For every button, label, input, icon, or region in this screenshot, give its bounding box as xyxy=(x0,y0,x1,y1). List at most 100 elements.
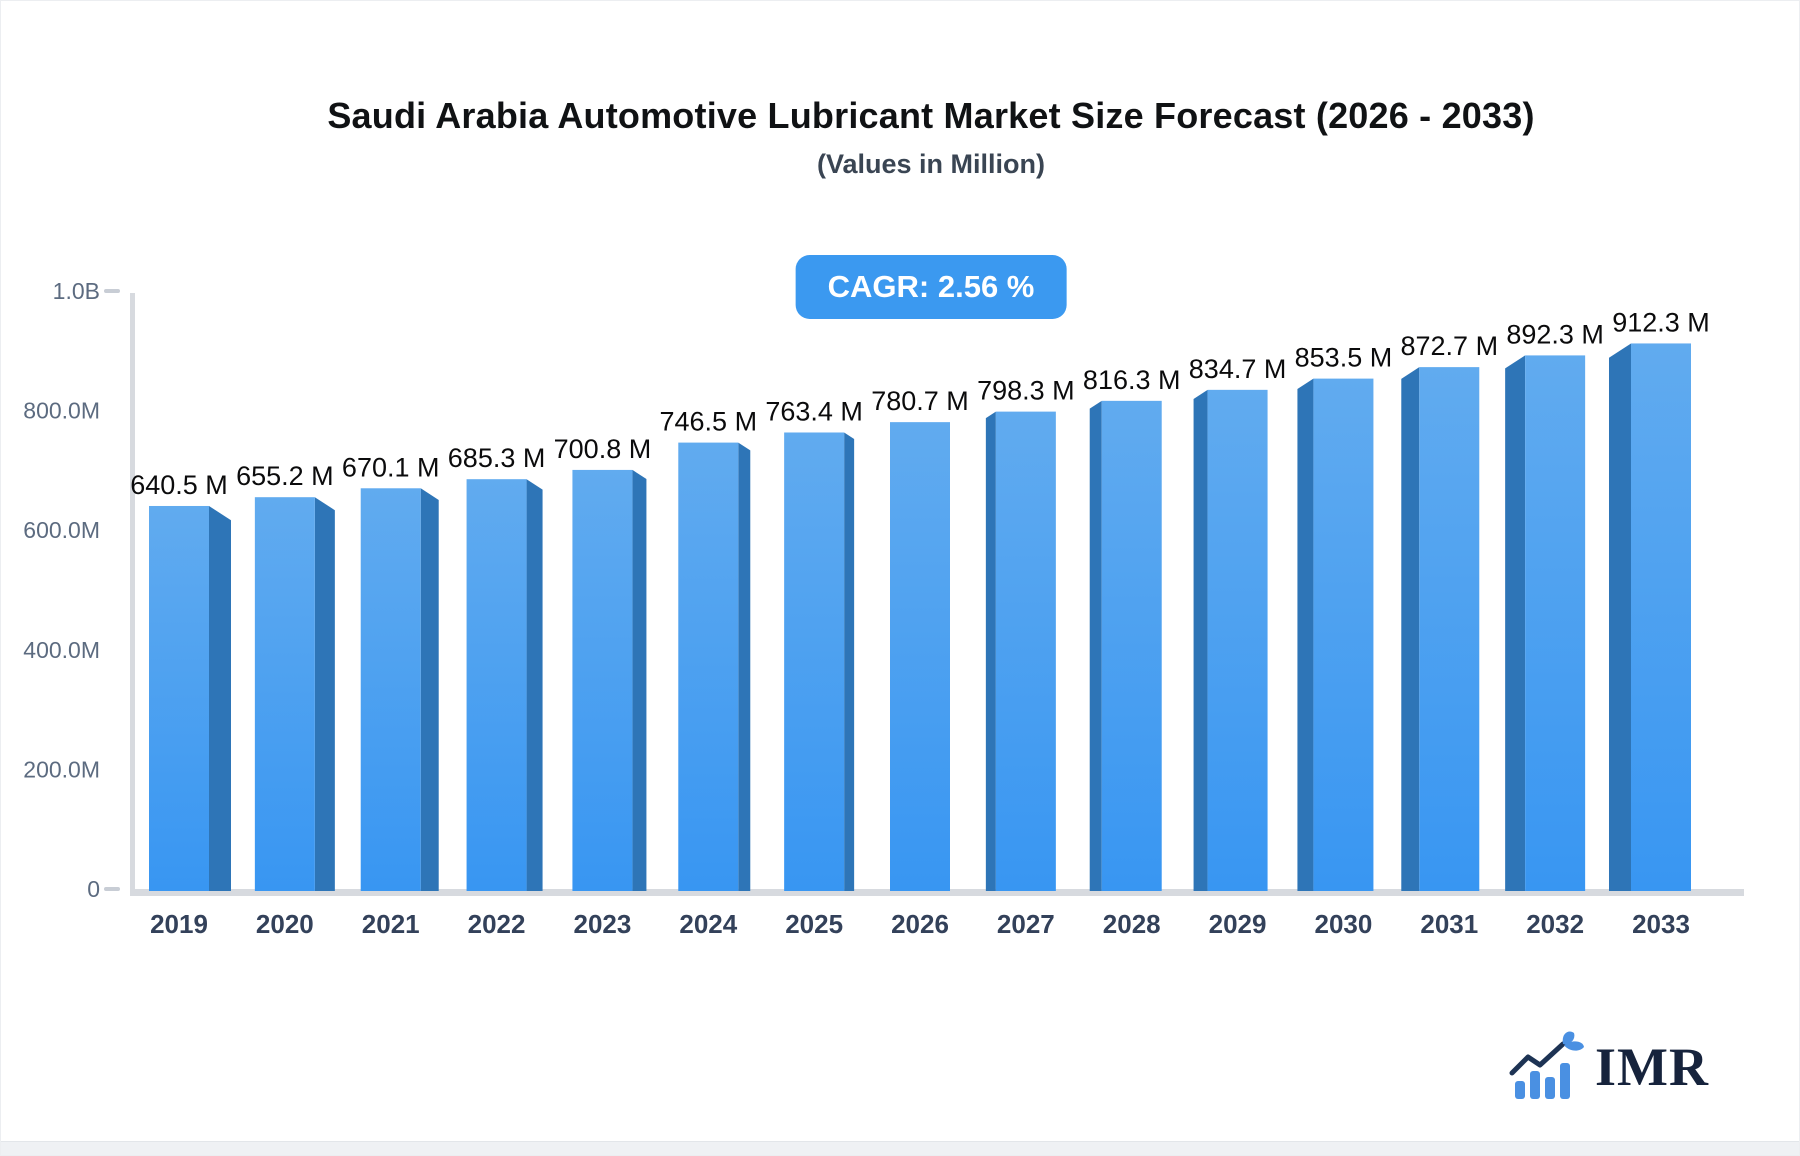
bar-front-face xyxy=(1101,400,1162,891)
bar-front-face xyxy=(1525,355,1586,891)
bar-side-face xyxy=(844,432,855,891)
bar-side-face xyxy=(738,442,751,891)
bar-2022[interactable] xyxy=(466,479,543,891)
value-label-2027: 798.3 M xyxy=(977,376,1075,406)
bar-2026[interactable] xyxy=(889,422,950,891)
value-label-2024: 746.5 M xyxy=(660,407,758,437)
y-tick-dash xyxy=(104,289,120,293)
logo-bars-icon xyxy=(1515,1063,1570,1099)
y-tick-label-1.0B: 1.0B xyxy=(53,278,100,304)
logo-trend-line-icon xyxy=(1509,1041,1566,1076)
x-tick-label-2030: 2030 xyxy=(1315,909,1373,939)
x-tick-label-2025: 2025 xyxy=(785,909,843,939)
x-tick-label-2021: 2021 xyxy=(362,909,420,939)
value-label-2026: 780.7 M xyxy=(871,386,969,416)
value-label-2022: 685.3 M xyxy=(448,443,546,473)
bar-2033[interactable] xyxy=(1608,343,1691,892)
value-label-2029: 834.7 M xyxy=(1189,354,1287,384)
bar-2021[interactable] xyxy=(360,488,439,891)
value-label-2025: 763.4 M xyxy=(765,396,863,426)
bar-front-face xyxy=(360,488,421,891)
bar-front-face xyxy=(572,469,633,891)
axes xyxy=(130,293,1744,896)
bar-front-face xyxy=(678,442,739,891)
x-tick-label-2032: 2032 xyxy=(1526,909,1584,939)
bar-front-face xyxy=(889,422,950,891)
x-tick-label-2026: 2026 xyxy=(891,909,949,939)
x-axis-labels: 2019 2020 2021 2022 2023 2024 2025 2026 2027 2028… xyxy=(150,909,1690,939)
y-tick-label-0: 0 xyxy=(87,876,100,902)
value-label-2028: 816.3 M xyxy=(1083,365,1181,395)
value-label-2030: 853.5 M xyxy=(1295,343,1393,373)
bar-side-face xyxy=(420,488,439,891)
bar-front-face xyxy=(1207,389,1268,891)
value-label-2019: 640.5 M xyxy=(130,470,228,500)
x-tick-label-2023: 2023 xyxy=(574,909,632,939)
value-label-2021: 670.1 M xyxy=(342,452,440,482)
y-axis-line xyxy=(130,293,135,896)
value-label-2033: 912.3 M xyxy=(1612,307,1710,337)
bar-2024[interactable] xyxy=(678,442,751,891)
x-tick-label-2033: 2033 xyxy=(1632,909,1690,939)
y-tick-dash xyxy=(104,887,120,891)
bar-2029[interactable] xyxy=(1193,389,1268,891)
bar-side-face xyxy=(985,411,996,891)
bar-front-face xyxy=(149,505,209,891)
imr-logo-icon xyxy=(1509,1031,1584,1099)
value-labels: 640.5 M 655.2 M 670.1 M 685.3 M 700.8 M 746.5… xyxy=(130,307,1710,500)
value-label-2031: 872.7 M xyxy=(1401,331,1499,361)
chart-title: Saudi Arabia Automotive Lubricant Market… xyxy=(327,95,1535,136)
x-tick-label-2020: 2020 xyxy=(256,909,314,939)
bar-side-face xyxy=(1089,400,1102,891)
bar-side-face xyxy=(1401,367,1420,892)
bar-side-face xyxy=(1297,378,1314,891)
bar-2030[interactable] xyxy=(1297,378,1374,891)
bar-front-face xyxy=(995,411,1056,891)
bar-2020[interactable] xyxy=(254,497,335,891)
bar-front-face xyxy=(784,432,845,891)
bar-front-face xyxy=(1419,367,1480,892)
bar-front-face xyxy=(254,497,315,891)
bar-side-face xyxy=(209,505,231,891)
bar-2028[interactable] xyxy=(1089,400,1162,891)
value-label-2020: 655.2 M xyxy=(236,461,334,491)
bar-side-face xyxy=(1193,389,1208,891)
bar-side-face xyxy=(1505,355,1526,891)
bar-2032[interactable] xyxy=(1505,355,1586,891)
cagr-badge: CAGR: 2.56 % xyxy=(795,255,1067,319)
value-label-2023: 700.8 M xyxy=(554,434,652,464)
y-axis-ticks: 1.0B 800.0M 600.0M 400.0M 200.0M 0 xyxy=(23,278,120,902)
bar-2025[interactable] xyxy=(784,432,855,891)
x-tick-label-2022: 2022 xyxy=(468,909,526,939)
y-tick-label-800.0M: 800.0M xyxy=(23,398,100,424)
x-tick-label-2024: 2024 xyxy=(679,909,737,939)
y-tick-label-200.0M: 200.0M xyxy=(23,756,100,782)
value-label-2032: 892.3 M xyxy=(1506,319,1604,349)
x-axis-line xyxy=(130,889,1744,896)
logo-leaf-icon xyxy=(1562,1031,1584,1051)
bar-side-face xyxy=(1608,343,1631,892)
y-tick-label-400.0M: 400.0M xyxy=(23,637,100,663)
bars xyxy=(149,343,1691,892)
bar-front-face xyxy=(466,479,527,891)
x-tick-label-2027: 2027 xyxy=(997,909,1055,939)
bar-2027[interactable] xyxy=(985,411,1056,891)
x-tick-label-2028: 2028 xyxy=(1103,909,1161,939)
bar-side-face xyxy=(314,497,335,891)
x-tick-label-2019: 2019 xyxy=(150,909,208,939)
imr-logo: IMR xyxy=(1507,1031,1709,1103)
bar-front-face xyxy=(1630,343,1691,892)
bar-2031[interactable] xyxy=(1401,367,1480,892)
bar-front-face xyxy=(1313,378,1374,891)
chart-subtitle: (Values in Million) xyxy=(816,149,1046,179)
x-tick-label-2031: 2031 xyxy=(1420,909,1478,939)
x-tick-label-2029: 2029 xyxy=(1209,909,1267,939)
bar-2019[interactable] xyxy=(149,505,231,891)
bar-2023[interactable] xyxy=(572,469,647,891)
bar-side-face xyxy=(632,469,647,891)
imr-logo-text: IMR xyxy=(1595,1037,1709,1097)
bar-side-face xyxy=(526,479,543,891)
y-tick-label-600.0M: 600.0M xyxy=(23,517,100,543)
